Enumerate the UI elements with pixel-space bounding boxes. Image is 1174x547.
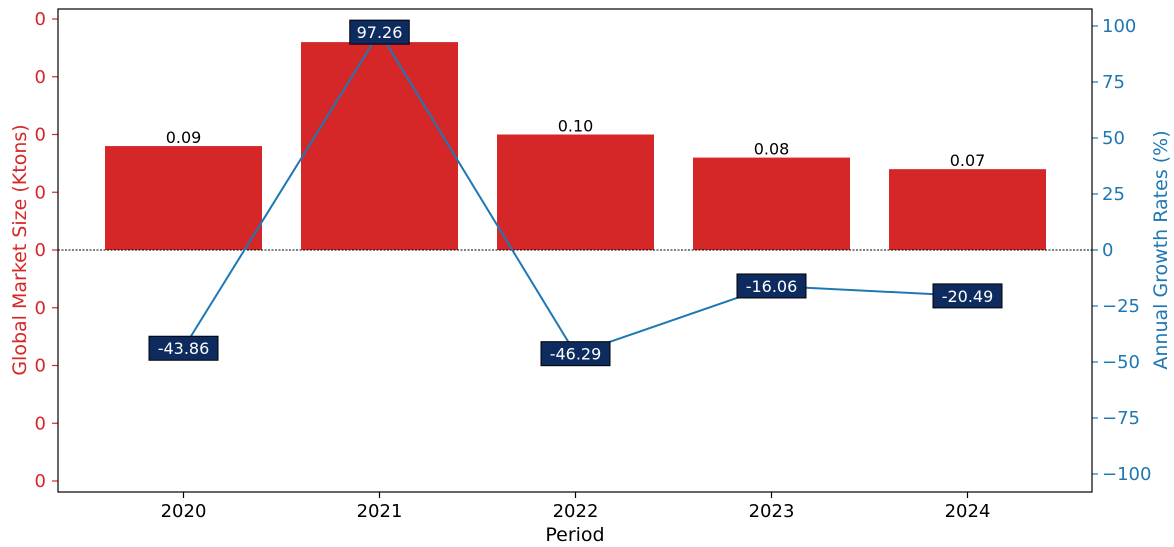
growth-label-box-2020: [148, 335, 219, 361]
growth-label-box-2024: [932, 283, 1003, 309]
left-axis-label: Global Market Size (Ktons): [9, 124, 31, 375]
left-tick-label: 0: [35, 298, 46, 319]
growth-label-2023: -16.06: [746, 277, 798, 296]
x-tick-label: 2024: [945, 501, 991, 522]
right-tick-label: −75: [1102, 408, 1140, 429]
right-axis-ticks: −100 −75 −50 −25 0 25 50 75 100: [1092, 16, 1151, 485]
bar-2022: [497, 134, 654, 250]
x-tick-label: 2020: [161, 501, 207, 522]
growth-label-box-2021: [349, 19, 410, 45]
right-tick-label: 0: [1102, 240, 1113, 261]
right-axis-label: Annual Growth Rates (%): [1150, 130, 1172, 369]
growth-line-layer: -43.86 97.26 -46.29 -16.06 -20.49: [148, 19, 1003, 367]
bar-label-2020: 0.09: [166, 128, 202, 147]
left-tick-label: 0: [35, 182, 46, 203]
left-tick-label: 0: [35, 67, 46, 88]
left-tick-label: 0: [35, 471, 46, 492]
growth-label-2021: 97.26: [357, 23, 403, 42]
bar-2024: [889, 169, 1046, 250]
right-tick-label: 100: [1102, 16, 1136, 37]
bar-2023: [693, 157, 850, 250]
right-tick-label: −25: [1102, 296, 1140, 317]
x-tick-label: 2022: [553, 501, 599, 522]
left-tick-label: 0: [35, 413, 46, 434]
bar-label-2024: 0.07: [950, 151, 986, 170]
left-tick-label: 0: [35, 240, 46, 261]
right-tick-label: 50: [1102, 128, 1125, 149]
left-tick-label: 0: [35, 356, 46, 377]
left-tick-label: 0: [35, 125, 46, 146]
growth-label-box-2022: [540, 341, 611, 367]
growth-label-2024: -20.49: [942, 287, 994, 306]
x-axis-label: Period: [545, 524, 604, 546]
right-tick-label: 75: [1102, 72, 1125, 93]
x-axis-ticks: 2020 2021 2022 2023 2024: [161, 492, 991, 522]
right-tick-label: −100: [1102, 464, 1151, 485]
bar-2021: [301, 42, 458, 250]
bar-label-2023: 0.08: [754, 140, 790, 159]
growth-label-box-2023: [736, 273, 807, 299]
growth-label-2020: -43.86: [158, 339, 210, 358]
left-axis-ticks: 0 0 0 0 0 0 0 0 0: [35, 9, 58, 492]
bar-2020: [105, 146, 262, 250]
x-tick-label: 2021: [357, 501, 403, 522]
right-tick-label: −50: [1102, 352, 1140, 373]
bars-layer: 0.09 0.10 0.08 0.07: [105, 42, 1046, 250]
growth-label-2022: -46.29: [550, 345, 602, 364]
right-tick-label: 25: [1102, 184, 1125, 205]
x-tick-label: 2023: [749, 501, 795, 522]
left-tick-label: 0: [35, 9, 46, 30]
bar-label-2022: 0.10: [558, 117, 594, 136]
plot-frame: [57, 8, 1093, 493]
